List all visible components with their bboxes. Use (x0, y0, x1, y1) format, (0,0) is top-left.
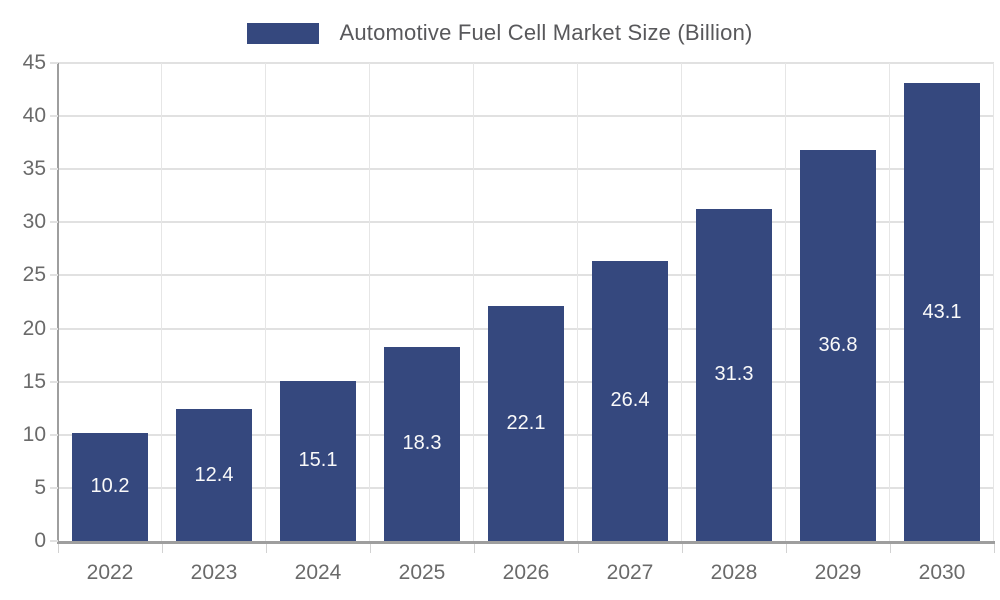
v-gridline-5 (577, 63, 578, 541)
y-tick-30 (50, 221, 58, 224)
legend-label: Automotive Fuel Cell Market Size (Billio… (339, 20, 753, 45)
bar-2026[interactable]: 22.1 (488, 306, 564, 541)
y-axis-label: 20 (22, 316, 46, 340)
v-gridline-4 (473, 63, 474, 541)
plot-area: 10.2 12.4 15.1 18.3 22.1 26.4 31.3 36.8 43.1 (58, 62, 994, 541)
legend-swatch (247, 22, 320, 44)
x-axis-label-2029: 2029 (814, 561, 862, 584)
x-tick-3 (370, 544, 371, 553)
h-gridline-35 (58, 168, 994, 171)
bar-value-label: 22.1 (506, 412, 546, 435)
y-tick-20 (50, 327, 58, 330)
x-axis-label-2023: 2023 (190, 561, 238, 584)
x-tick-1 (162, 544, 163, 553)
v-gridline-7 (785, 63, 786, 541)
y-axis-label: 15 (22, 369, 46, 393)
x-tick-0 (58, 544, 59, 553)
y-axis-line (57, 63, 59, 544)
bar-2024[interactable]: 15.1 (280, 380, 356, 541)
x-axis-label-2027: 2027 (606, 561, 654, 584)
y-axis-label: 0 (34, 529, 46, 552)
x-axis-label-2025: 2025 (398, 561, 446, 584)
x-tick-6 (682, 544, 683, 553)
y-tick-45 (50, 62, 58, 64)
y-axis-label: 30 (22, 210, 46, 234)
bar-value-label: 10.2 (90, 475, 130, 498)
bar-2029[interactable]: 36.8 (800, 150, 876, 541)
bar-2023[interactable]: 12.4 (176, 409, 252, 541)
x-axis-label-2024: 2024 (294, 561, 342, 584)
bar-value-label: 18.3 (402, 432, 442, 455)
v-gridline-1 (161, 63, 162, 541)
h-gridline-45 (58, 62, 994, 64)
y-tick-35 (50, 168, 58, 171)
bar-2027[interactable]: 26.4 (592, 260, 668, 541)
v-gridline-2 (265, 63, 266, 541)
x-axis-label-2026: 2026 (502, 561, 550, 584)
bar-2022[interactable]: 10.2 (72, 432, 148, 541)
y-axis-label: 40 (22, 104, 46, 128)
v-gridline-6 (681, 63, 682, 541)
h-gridline-30 (58, 221, 994, 224)
v-gridline-3 (369, 63, 370, 541)
y-tick-5 (50, 486, 58, 489)
y-tick-25 (50, 274, 58, 277)
x-tick-8 (890, 544, 891, 553)
y-axis-label: 5 (34, 475, 46, 499)
y-tick-15 (50, 380, 58, 383)
bar-2025[interactable]: 18.3 (384, 346, 460, 541)
y-tick-0 (50, 540, 58, 542)
x-axis-line (57, 541, 995, 544)
y-axis-label: 35 (22, 157, 46, 181)
h-gridline-40 (58, 115, 994, 118)
x-axis-label-2028: 2028 (710, 561, 758, 584)
y-axis-label: 25 (22, 263, 46, 287)
x-tick-5 (578, 544, 579, 553)
bar-value-label: 43.1 (922, 300, 962, 323)
bar-2028[interactable]: 31.3 (696, 208, 772, 541)
y-axis-label: 10 (22, 422, 46, 446)
x-axis-label-2030: 2030 (918, 561, 966, 584)
x-tick-2 (266, 544, 267, 553)
bar-value-label: 12.4 (194, 463, 234, 486)
bar-value-label: 31.3 (714, 363, 754, 386)
h-gridline-25 (58, 274, 994, 277)
bar-value-label: 15.1 (298, 449, 338, 472)
x-axis-label-2022: 2022 (86, 561, 134, 584)
x-tick-9 (994, 544, 995, 553)
v-gridline-9 (993, 63, 994, 541)
y-tick-10 (50, 433, 58, 436)
y-tick-40 (50, 115, 58, 118)
bar-value-label: 26.4 (610, 389, 650, 412)
y-axis-label: 45 (22, 51, 46, 74)
v-gridline-8 (889, 63, 890, 541)
x-tick-7 (786, 544, 787, 553)
legend[interactable]: Automotive Fuel Cell Market Size (Billio… (0, 20, 1000, 46)
bar-value-label: 36.8 (818, 334, 858, 357)
bar-2030[interactable]: 43.1 (904, 83, 980, 541)
x-tick-4 (474, 544, 475, 553)
